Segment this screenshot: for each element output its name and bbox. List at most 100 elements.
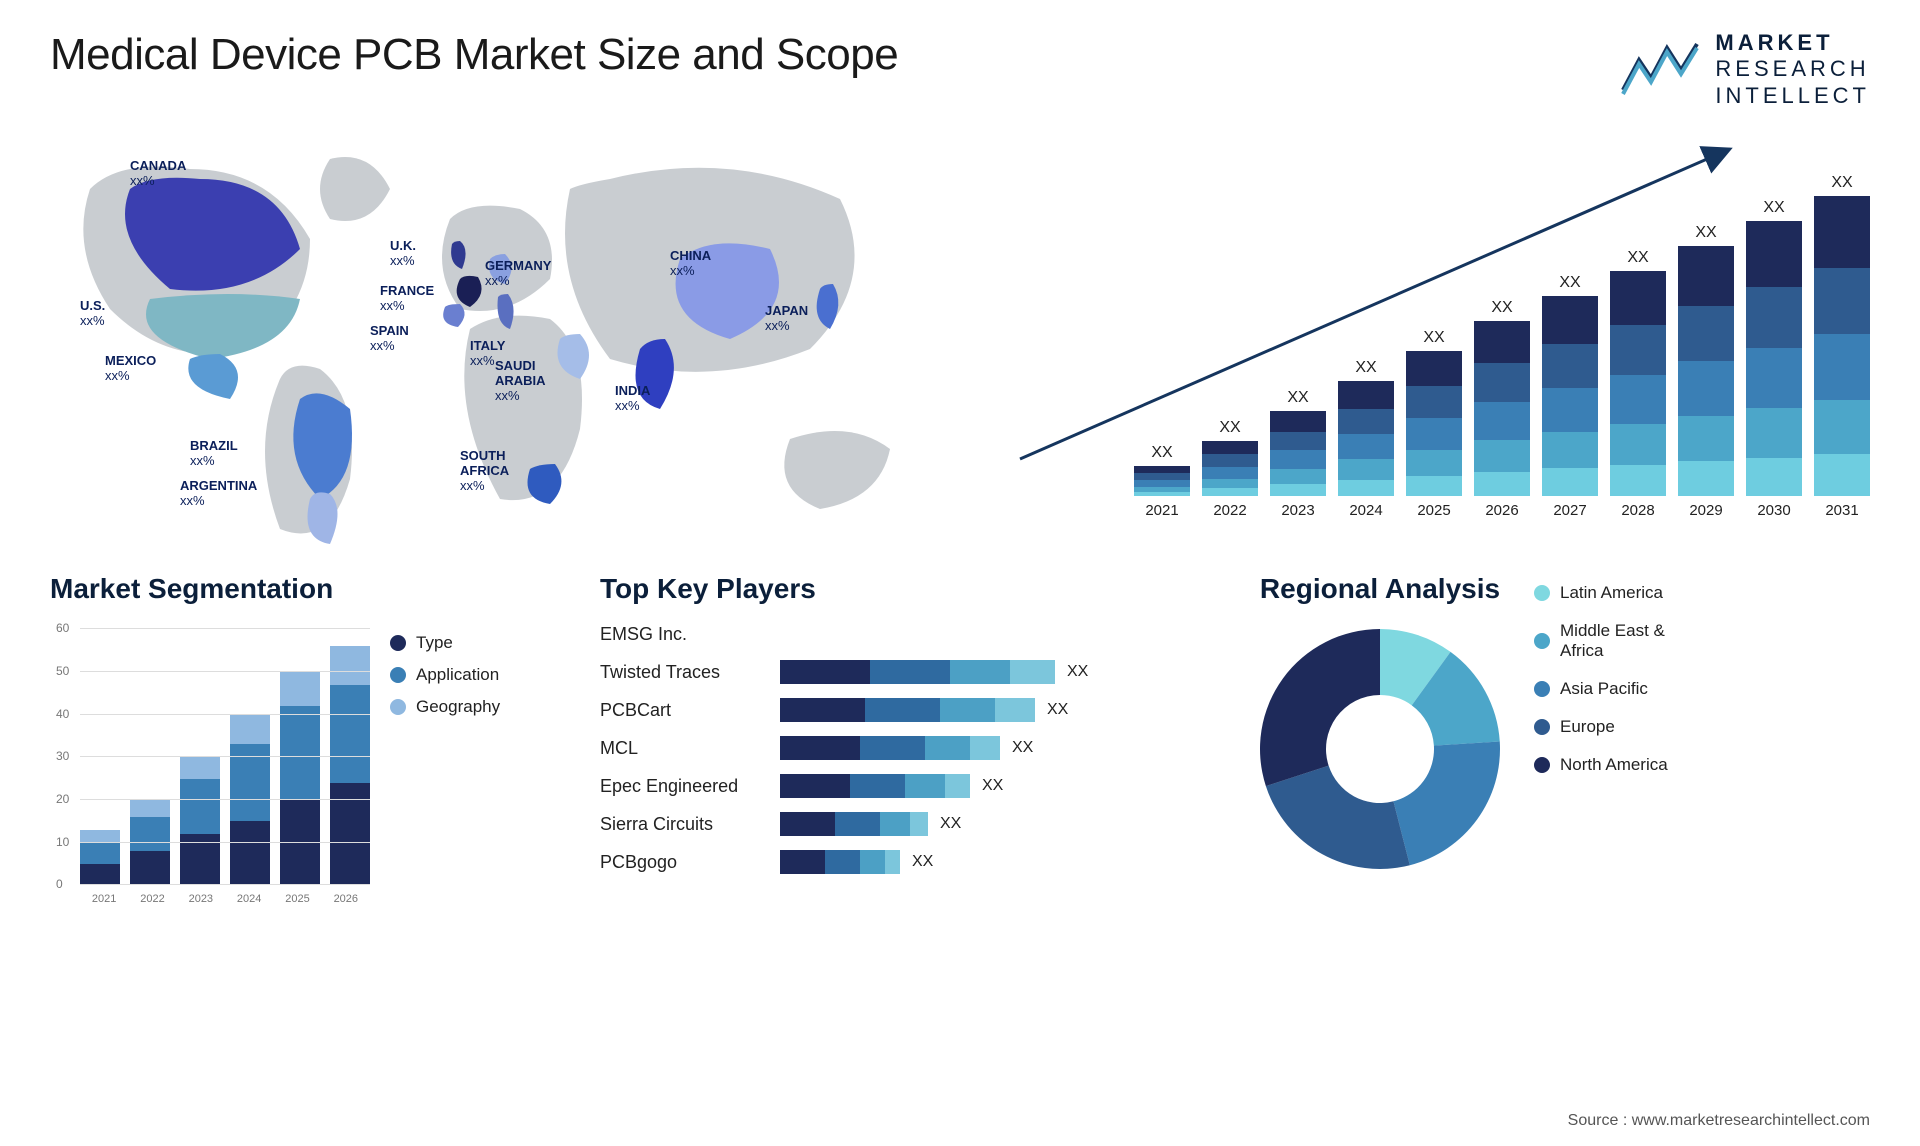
growth-bar-year: 2029 (1689, 502, 1722, 519)
legend-swatch (1534, 633, 1550, 649)
player-row: PCBgogo XX (600, 847, 1220, 877)
growth-bar-value: XX (1763, 199, 1784, 217)
legend-label: North America (1560, 755, 1668, 775)
map-label: GERMANYxx% (485, 259, 551, 289)
player-bar (780, 774, 970, 798)
segmentation-legend: Type Application Geography (390, 573, 500, 909)
brand-line3: INTELLECT (1715, 83, 1870, 109)
player-row: Epec Engineered XX (600, 771, 1220, 801)
player-bar (780, 736, 1000, 760)
player-value: XX (912, 853, 933, 871)
growth-bar-value: XX (1287, 389, 1308, 407)
growth-chart: XX2021XX2022XX2023XX2024XX2025XX2026XX20… (990, 129, 1870, 549)
player-bar (780, 850, 900, 874)
seg-bar (280, 672, 320, 885)
players-section: Top Key Players EMSG Inc. Twisted Traces… (600, 573, 1220, 909)
growth-bar: XX2024 (1338, 359, 1394, 519)
player-name: PCBCart (600, 700, 780, 721)
legend-item: Asia Pacific (1534, 679, 1668, 699)
players-title: Top Key Players (600, 573, 1220, 605)
legend-item: Middle East &Africa (1534, 621, 1668, 661)
growth-bar: XX 2025 (1406, 329, 1462, 519)
player-row: PCBCart XX (600, 695, 1220, 725)
legend-item: Type (390, 633, 500, 653)
player-name: Epec Engineered (600, 776, 780, 797)
legend-swatch (1534, 719, 1550, 735)
player-row: MCL XX (600, 733, 1220, 763)
legend-item: North America (1534, 755, 1668, 775)
growth-bar-value: XX (1423, 329, 1444, 347)
world-map: CANADAxx%U.S.xx%MEXICOxx%BRAZILxx%ARGENT… (50, 129, 950, 549)
map-label: JAPANxx% (765, 304, 808, 334)
growth-bar: XX 2030 (1746, 199, 1802, 519)
player-value: XX (1067, 663, 1088, 681)
player-name: Twisted Traces (600, 662, 780, 683)
growth-bar-year: 2031 (1825, 502, 1858, 519)
growth-bar: XX2028 (1610, 249, 1666, 519)
brand-logo: MARKET RESEARCH INTELLECT (1621, 30, 1870, 109)
player-value: XX (1012, 739, 1033, 757)
seg-bar (130, 800, 170, 885)
legend-label: Latin America (1560, 583, 1663, 603)
seg-ytick: 50 (56, 664, 69, 678)
growth-bar: XX 2022 (1202, 419, 1258, 519)
segmentation-chart: 202120222023202420252026 0102030405060 (50, 619, 370, 909)
seg-xtick: 2023 (177, 893, 225, 905)
map-label: CANADAxx% (130, 159, 186, 189)
map-label: SAUDIARABIAxx% (495, 359, 546, 404)
seg-xtick: 2026 (322, 893, 370, 905)
player-row: Twisted Traces XX (600, 657, 1220, 687)
legend-label: Geography (416, 697, 500, 717)
player-name: Sierra Circuits (600, 814, 780, 835)
seg-bar (330, 646, 370, 885)
seg-ytick: 30 (56, 749, 69, 763)
legend-swatch (1534, 757, 1550, 773)
player-row: EMSG Inc. (600, 619, 1220, 649)
legend-item: Europe (1534, 717, 1668, 737)
player-bar (780, 812, 928, 836)
map-label: U.K.xx% (390, 239, 416, 269)
growth-bar-year: 2022 (1213, 502, 1246, 519)
page-title: Medical Device PCB Market Size and Scope (50, 30, 898, 80)
growth-bar-value: XX (1559, 274, 1580, 292)
donut-slice (1393, 742, 1500, 866)
legend-label: Europe (1560, 717, 1615, 737)
growth-bar-value: XX (1355, 359, 1376, 377)
segmentation-title: Market Segmentation (50, 573, 370, 605)
regional-title: Regional Analysis (1250, 573, 1510, 605)
seg-xtick: 2024 (225, 893, 273, 905)
map-label: ARGENTINAxx% (180, 479, 257, 509)
legend-label: Type (416, 633, 453, 653)
brand-line2: RESEARCH (1715, 56, 1870, 82)
map-label: BRAZILxx% (190, 439, 238, 469)
growth-bar-year: 2025 (1417, 502, 1450, 519)
player-name: PCBgogo (600, 852, 780, 873)
growth-bar: XX 2031 (1814, 174, 1870, 519)
player-name: MCL (600, 738, 780, 759)
legend-item: Geography (390, 697, 500, 717)
source-label: Source : www.marketresearchintellect.com (1568, 1112, 1870, 1130)
growth-bar-value: XX (1627, 249, 1648, 267)
legend-item: Application (390, 665, 500, 685)
map-label: SPAINxx% (370, 324, 409, 354)
brand-line1: MARKET (1715, 30, 1870, 56)
seg-xtick: 2022 (128, 893, 176, 905)
player-bar (780, 698, 1035, 722)
growth-bar-year: 2030 (1757, 502, 1790, 519)
growth-bar-value: XX (1219, 419, 1240, 437)
map-label: SOUTHAFRICAxx% (460, 449, 509, 494)
seg-xtick: 2025 (273, 893, 321, 905)
growth-bar-value: XX (1831, 174, 1852, 192)
seg-ytick: 0 (56, 877, 63, 891)
seg-ytick: 60 (56, 621, 69, 635)
growth-bar-value: XX (1151, 444, 1172, 462)
regional-legend: Latin America Middle East &Africa Asia Pac… (1534, 573, 1668, 775)
growth-bar: XX2021 (1134, 444, 1190, 519)
legend-label: Middle East &Africa (1560, 621, 1665, 661)
player-name: EMSG Inc. (600, 624, 780, 645)
map-label: MEXICOxx% (105, 354, 156, 384)
legend-label: Asia Pacific (1560, 679, 1648, 699)
player-value: XX (1047, 701, 1068, 719)
donut-chart (1250, 619, 1510, 879)
player-value: XX (982, 777, 1003, 795)
